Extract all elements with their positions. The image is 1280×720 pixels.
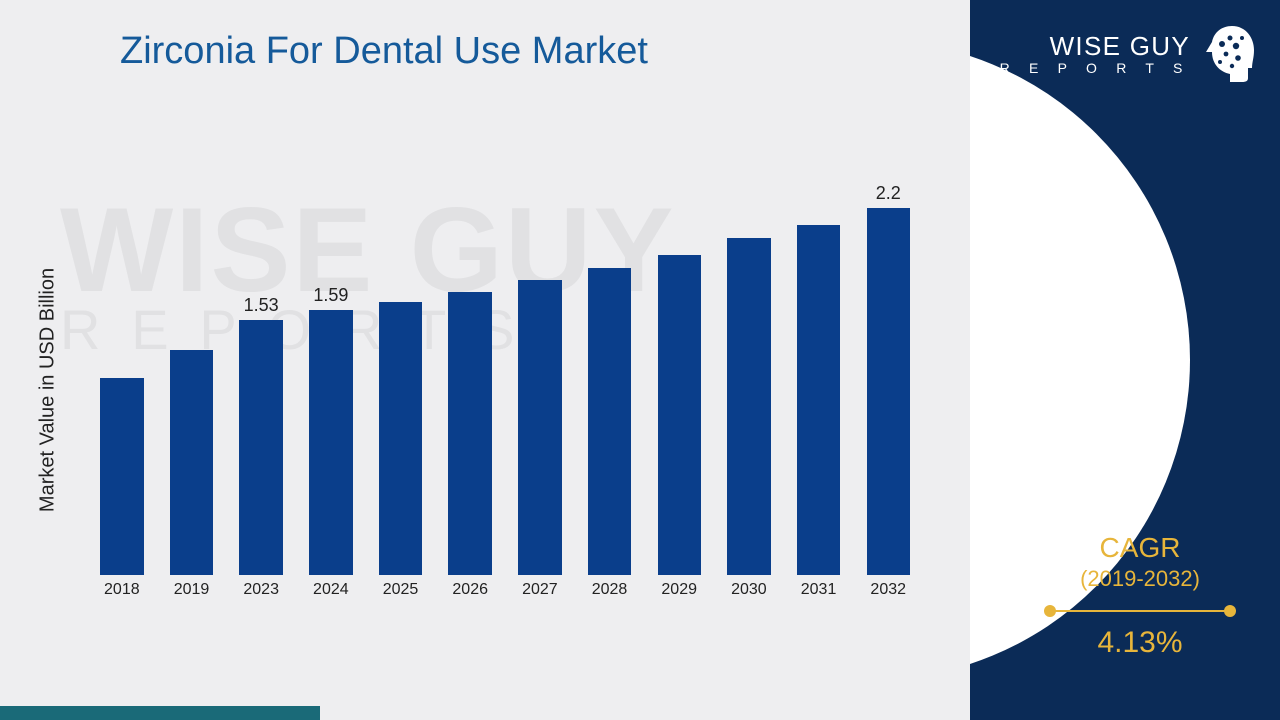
- bar: [867, 208, 910, 575]
- x-tick-label: 2019: [164, 575, 220, 605]
- bar: [309, 310, 352, 575]
- bar-slot: [721, 175, 777, 575]
- plot-area: 1.53 1.59 2.2: [90, 175, 920, 575]
- x-tick-label: 2018: [94, 575, 150, 605]
- logo-line2: R E P O R T S: [1000, 61, 1190, 75]
- bar-slot: [791, 175, 847, 575]
- bar-slot: [442, 175, 498, 575]
- bar: [379, 302, 422, 575]
- bar-slot: 1.53: [233, 175, 289, 575]
- brand-logo: WISE GUY R E P O R T S: [1000, 24, 1256, 84]
- bottom-strip: [0, 706, 320, 720]
- x-tick-label: 2032: [860, 575, 916, 605]
- x-ticks: 2018 2019 2023 2024 2025 2026 2027 2028 2029 2030…: [90, 575, 920, 605]
- bar-slot: [651, 175, 707, 575]
- bar-slot: 2.2: [860, 175, 916, 575]
- x-tick-label: 2030: [721, 575, 777, 605]
- bar-value-label: 2.2: [876, 183, 901, 204]
- page-root: Zirconia For Dental Use Market WISE GUY …: [0, 0, 1280, 720]
- bar-slot: [373, 175, 429, 575]
- bar-chart: Market Value in USD Billion 1.531.592.2 …: [60, 175, 920, 605]
- bar: [448, 292, 491, 575]
- x-tick-label: 2025: [373, 575, 429, 605]
- cagr-value: 4.13%: [1030, 626, 1250, 660]
- bar-slot: 1.59: [303, 175, 359, 575]
- y-axis-label: Market Value in USD Billion: [37, 268, 60, 512]
- bar: [518, 280, 561, 575]
- x-tick-label: 2027: [512, 575, 568, 605]
- left-panel: Zirconia For Dental Use Market WISE GUY …: [0, 0, 970, 720]
- logo-text: WISE GUY R E P O R T S: [1000, 33, 1190, 75]
- x-tick-label: 2026: [442, 575, 498, 605]
- x-tick-label: 2029: [651, 575, 707, 605]
- cagr-title: CAGR: [1030, 532, 1250, 564]
- bar: [100, 378, 143, 575]
- bar-value-label: 1.53: [244, 295, 279, 316]
- x-tick-label: 2024: [303, 575, 359, 605]
- bar-value-label: 1.59: [313, 285, 348, 306]
- bar-slot: [582, 175, 638, 575]
- cagr-block: CAGR (2019-2032) 4.13%: [1030, 532, 1250, 660]
- cagr-subtitle: (2019-2032): [1030, 566, 1250, 592]
- bar: [797, 225, 840, 575]
- bar: [658, 255, 701, 575]
- x-tick-label: 2023: [233, 575, 289, 605]
- bar: [239, 320, 282, 575]
- bar-slot: [164, 175, 220, 575]
- bar-slot: [94, 175, 150, 575]
- logo-line1: WISE GUY: [1000, 33, 1190, 59]
- cagr-divider: [1050, 610, 1230, 612]
- bars-container: 1.53 1.59 2.2: [90, 175, 920, 575]
- logo-head-icon: [1202, 24, 1256, 84]
- bar: [170, 350, 213, 575]
- bar: [727, 238, 770, 575]
- x-tick-label: 2028: [582, 575, 638, 605]
- bar-slot: [512, 175, 568, 575]
- right-panel: WISE GUY R E P O R T S CAGR (20: [970, 0, 1280, 720]
- chart-title: Zirconia For Dental Use Market: [120, 30, 648, 73]
- x-tick-label: 2031: [791, 575, 847, 605]
- bar: [588, 268, 631, 575]
